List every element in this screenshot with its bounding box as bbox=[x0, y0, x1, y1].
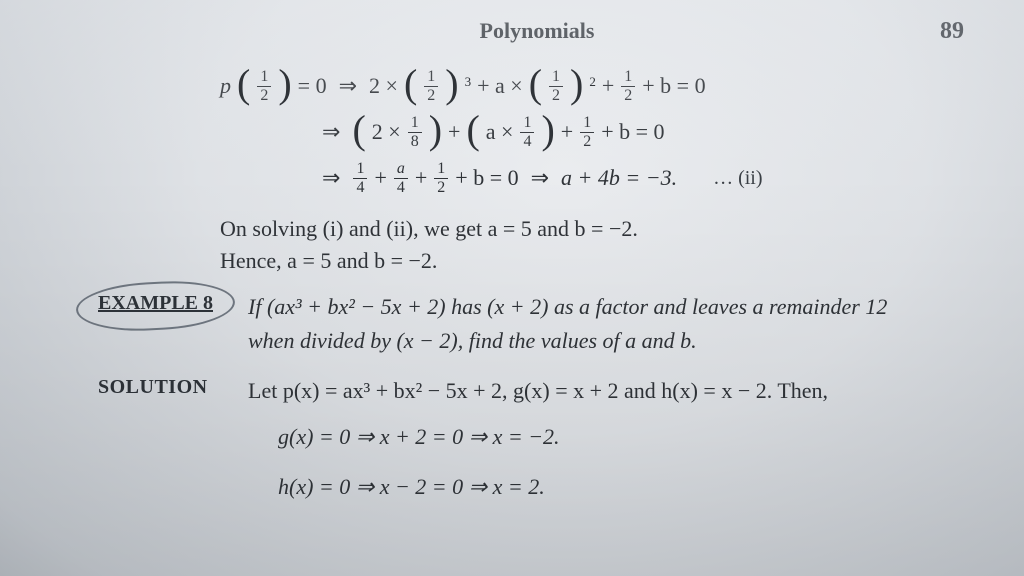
mid-eq-zero: + b = 0 bbox=[455, 155, 518, 201]
eq-zero: = 0 bbox=[298, 63, 327, 109]
plus: + bbox=[374, 155, 386, 201]
frac-half-arg: 1 2 bbox=[257, 69, 271, 104]
example-8-label: EXAMPLE 8 bbox=[98, 292, 213, 314]
hence-line: Hence, a = 5 and b = −2. bbox=[220, 248, 964, 274]
plus-a-times: + a × bbox=[477, 63, 523, 109]
implies-icon: ⇒ bbox=[531, 155, 549, 201]
two-times: 2 × bbox=[372, 109, 401, 155]
solution-g-line: g(x) = 0 ⇒ x + 2 = 0 ⇒ x = −2. bbox=[278, 416, 828, 458]
solution-label-col: SOLUTION bbox=[98, 374, 220, 399]
chapter-title: Polynomials bbox=[70, 18, 904, 44]
example-label-col: EXAMPLE 8 bbox=[98, 290, 220, 315]
solution-label: SOLUTION bbox=[98, 376, 208, 398]
implies-icon: ⇒ bbox=[322, 109, 340, 155]
plus: + bbox=[415, 155, 427, 201]
page-number: 89 bbox=[904, 18, 964, 45]
derivation-line-3: ⇒ 14 + a4 + 12 + b = 0 ⇒ a + 4b = −3. … … bbox=[316, 155, 964, 201]
page-header: Polynomials 89 bbox=[70, 18, 964, 45]
example-line-2: when divided by (x − 2), find the values… bbox=[248, 324, 887, 358]
coef-two-times: 2 × bbox=[369, 63, 398, 109]
derivation-block: p ( 1 2 ) = 0 ⇒ 2 × ( 12 )3 + a × ( 12 )… bbox=[220, 63, 964, 202]
equation-tag-ii: … (ii) bbox=[713, 157, 762, 199]
on-solving-line: On solving (i) and (ii), we get a = 5 an… bbox=[220, 216, 964, 242]
implies-icon: ⇒ bbox=[339, 63, 357, 109]
example-statement: If (ax³ + bx² − 5x + 2) has (x + 2) as a… bbox=[248, 290, 887, 358]
plus: + bbox=[602, 63, 614, 109]
result-a-4b: a + 4b = −3. bbox=[561, 155, 677, 201]
derivation-line-2: ⇒ ( 2 × 18 ) + ( a × 14 ) + 12 + b = 0 bbox=[316, 109, 964, 155]
solution-h-line: h(x) = 0 ⇒ x − 2 = 0 ⇒ x = 2. bbox=[278, 466, 828, 508]
a-times: a × bbox=[486, 109, 514, 155]
example-row: EXAMPLE 8 If (ax³ + bx² − 5x + 2) has (x… bbox=[98, 290, 964, 358]
exponent-3: 3 bbox=[465, 68, 472, 95]
plus: + bbox=[561, 109, 573, 155]
plus: + bbox=[448, 109, 460, 155]
implies-icon: ⇒ bbox=[322, 155, 340, 201]
example-line-1: If (ax³ + bx² − 5x + 2) has (x + 2) as a… bbox=[248, 290, 887, 324]
derivation-line-1: p ( 1 2 ) = 0 ⇒ 2 × ( 12 )3 + a × ( 12 )… bbox=[220, 63, 964, 109]
exponent-2: 2 bbox=[589, 68, 596, 95]
solution-body: Let p(x) = ax³ + bx² − 5x + 2, g(x) = x … bbox=[248, 374, 828, 508]
example-8-text: EXAMPLE 8 bbox=[98, 292, 213, 314]
solution-row: SOLUTION Let p(x) = ax³ + bx² − 5x + 2, … bbox=[98, 374, 964, 508]
textbook-page: Polynomials 89 p ( 1 2 ) = 0 ⇒ 2 × ( 12 … bbox=[0, 0, 1024, 576]
tail-eq-zero: + b = 0 bbox=[642, 63, 705, 109]
tail-eq-zero: + b = 0 bbox=[601, 109, 664, 155]
solution-let-line: Let p(x) = ax³ + bx² − 5x + 2, g(x) = x … bbox=[248, 374, 828, 408]
